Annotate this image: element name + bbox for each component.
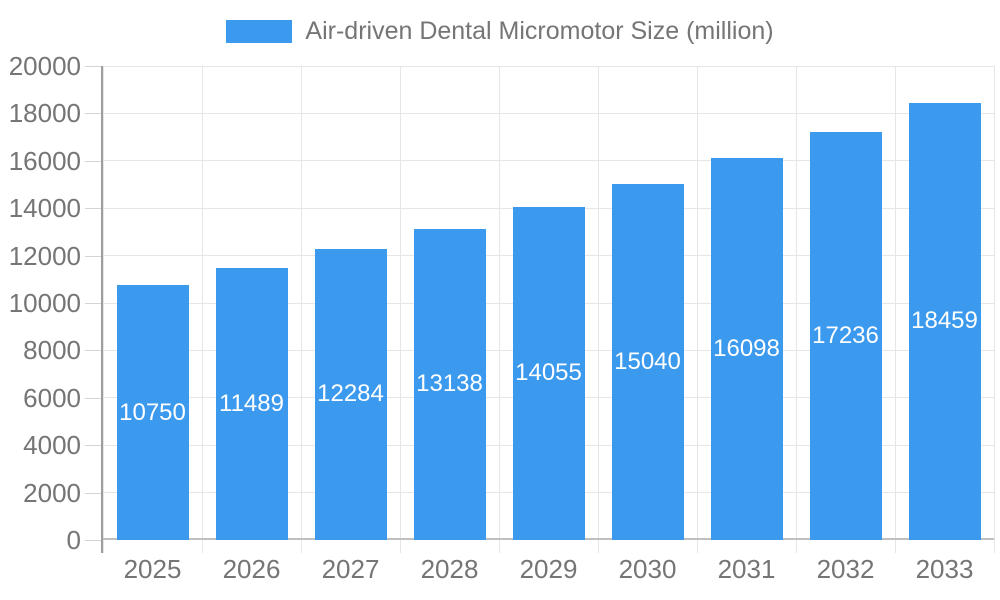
y-axis-tick <box>85 492 102 494</box>
gridline-vertical <box>894 66 896 553</box>
y-axis-tick <box>85 208 102 210</box>
y-axis-label: 18000 <box>8 98 81 129</box>
y-axis-tick <box>85 255 102 257</box>
y-axis-label: 20000 <box>8 51 81 81</box>
y-axis-tick <box>85 66 102 67</box>
bar-value-label: 14055 <box>515 359 582 387</box>
bar-value-label: 15040 <box>614 347 681 375</box>
bar-value-label: 18459 <box>911 307 978 335</box>
bar[interactable]: 18459 <box>908 102 981 540</box>
plot-area: 10750 11489 12284 13138 14055 15040 16098 17236… <box>101 65 995 553</box>
bar-value-label: 16098 <box>713 335 780 363</box>
gridline-vertical <box>795 66 797 553</box>
y-axis-tick <box>85 445 102 447</box>
bar-value-label: 13138 <box>416 370 483 398</box>
y-axis-label: 6000 <box>23 382 81 413</box>
x-axis-label: 2027 <box>321 554 380 584</box>
gridline-vertical <box>201 66 203 553</box>
gridline-vertical <box>399 66 401 553</box>
bar[interactable]: 12284 <box>314 248 387 540</box>
legend-swatch <box>226 19 293 43</box>
y-axis-tick <box>85 113 102 115</box>
y-axis-label: 8000 <box>23 335 81 366</box>
gridline-vertical <box>102 66 104 553</box>
y-axis-label: 0 <box>66 525 81 555</box>
bar[interactable]: 15040 <box>611 183 684 540</box>
bar[interactable]: 13138 <box>413 228 486 540</box>
y-axis-label: 14000 <box>8 193 81 224</box>
x-axis-label: 2032 <box>816 554 875 584</box>
gridline-vertical <box>696 66 698 553</box>
y-axis-tick <box>85 303 102 304</box>
x-axis-label: 2029 <box>519 554 578 584</box>
bar[interactable]: 16098 <box>710 158 783 540</box>
bar[interactable]: 11489 <box>215 267 288 540</box>
y-axis-label: 4000 <box>23 430 81 461</box>
legend: Air-driven Dental Micromotor Size (milli… <box>0 16 1000 46</box>
gridline-horizontal <box>103 65 994 67</box>
bar-value-label: 10750 <box>119 398 186 426</box>
y-axis-label: 10000 <box>8 288 81 318</box>
gridline-vertical <box>993 66 995 553</box>
bar[interactable]: 14055 <box>512 206 585 540</box>
y-axis-label: 2000 <box>23 477 81 508</box>
gridline-vertical <box>498 66 500 553</box>
x-axis-label: 2026 <box>222 554 281 584</box>
legend-item[interactable]: Air-driven Dental Micromotor Size (milli… <box>226 16 774 46</box>
legend-label: Air-driven Dental Micromotor Size (milli… <box>305 16 774 45</box>
x-axis-label: 2028 <box>420 554 479 584</box>
y-axis-tick <box>85 540 102 541</box>
bar-value-label: 17236 <box>812 321 879 349</box>
bar-value-label: 11489 <box>219 389 284 417</box>
gridline-horizontal <box>103 160 994 162</box>
x-axis-label: 2031 <box>717 554 776 584</box>
bar[interactable]: 17236 <box>809 131 882 540</box>
gridline-vertical <box>300 66 302 553</box>
bar[interactable]: 10750 <box>116 285 189 540</box>
y-axis-tick <box>85 350 102 352</box>
x-axis-label: 2025 <box>123 554 182 584</box>
y-axis-tick <box>85 397 102 399</box>
x-axis-label: 2030 <box>618 554 677 584</box>
y-axis-label: 12000 <box>8 240 81 271</box>
gridline-vertical <box>597 66 599 553</box>
bar-value-label: 12284 <box>317 380 384 408</box>
x-axis-label: 2033 <box>915 554 974 584</box>
y-axis-tick <box>85 160 102 162</box>
y-axis-label: 16000 <box>8 145 81 176</box>
gridline-horizontal <box>103 112 994 114</box>
